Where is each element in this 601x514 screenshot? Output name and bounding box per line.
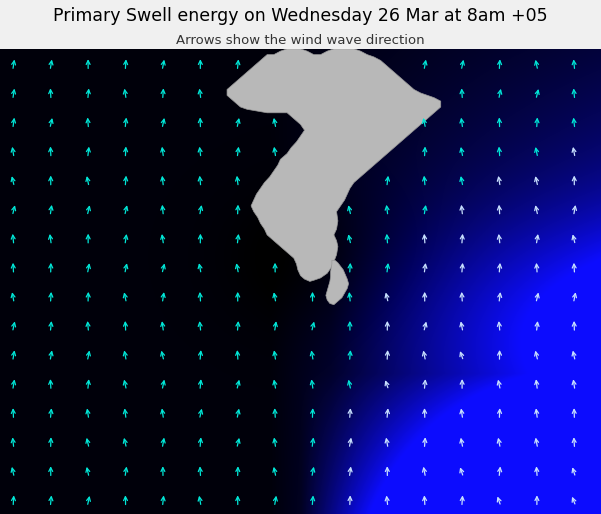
Polygon shape (227, 49, 441, 281)
Polygon shape (326, 260, 349, 305)
Text: Primary Swell energy on Wednesday 26 Mar at 8am +05: Primary Swell energy on Wednesday 26 Mar… (53, 7, 548, 25)
Text: Arrows show the wind wave direction: Arrows show the wind wave direction (176, 33, 425, 47)
